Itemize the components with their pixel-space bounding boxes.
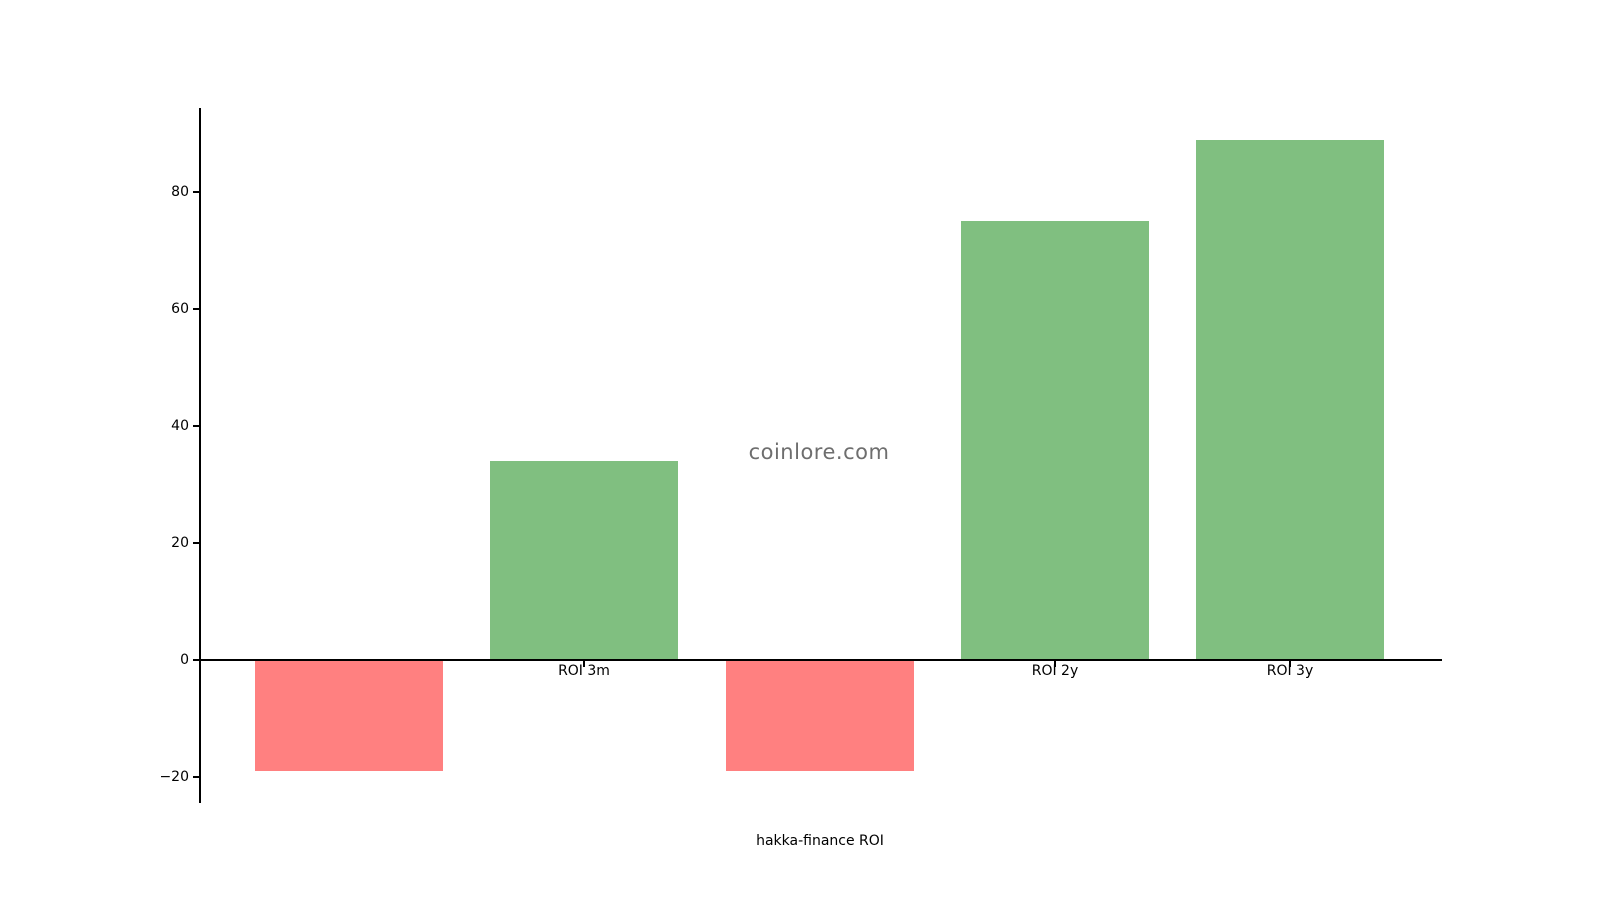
watermark: coinlore.com (748, 440, 890, 464)
bar-roi-3m (490, 461, 678, 661)
x-tick-mark (1289, 660, 1291, 668)
bar-roi-3y (1196, 139, 1384, 661)
y-tick-mark (193, 659, 199, 662)
x-tick-mark (583, 660, 585, 668)
y-tick-mark (193, 308, 199, 311)
y-tick-label: 0 (180, 652, 189, 669)
y-tick-label: 80 (171, 184, 189, 201)
y-tick-mark (193, 542, 199, 545)
x-tick-label: ROI 3m (558, 663, 610, 680)
bar-unlabeled-3 (726, 660, 914, 772)
chart-title: hakka-finance ROI (756, 833, 884, 849)
y-tick-mark (193, 425, 199, 428)
y-axis-spine (199, 108, 201, 803)
y-tick-label: 60 (171, 301, 189, 318)
x-axis-line (201, 659, 1442, 662)
x-tick-label: ROI 2y (1031, 663, 1079, 680)
y-tick-label: −20 (159, 769, 189, 786)
y-tick-mark (193, 776, 199, 779)
bar-unlabeled-1 (255, 660, 443, 772)
bar-roi-2y (961, 221, 1149, 661)
y-tick-label: 20 (171, 535, 189, 552)
y-tick-label: 40 (171, 418, 189, 435)
x-tick-mark (1054, 660, 1056, 668)
y-tick-mark (193, 191, 199, 194)
x-tick-label: ROI 3y (1266, 663, 1314, 680)
